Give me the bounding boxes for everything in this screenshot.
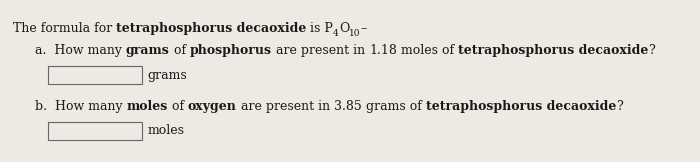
Text: 3.85: 3.85 xyxy=(334,100,362,113)
Text: grams of: grams of xyxy=(362,100,426,113)
Text: ?: ? xyxy=(616,100,623,113)
Text: grams: grams xyxy=(147,69,187,81)
Bar xyxy=(48,66,142,84)
Text: 10: 10 xyxy=(349,29,360,38)
Text: The formula for: The formula for xyxy=(13,22,116,35)
Text: 1.18: 1.18 xyxy=(369,44,397,57)
Text: a.  How many: a. How many xyxy=(35,44,126,57)
Text: phosphorus: phosphorus xyxy=(190,44,272,57)
Text: moles of: moles of xyxy=(397,44,458,57)
Text: b.  How many: b. How many xyxy=(35,100,127,113)
Text: –: – xyxy=(360,22,367,35)
Text: are present in: are present in xyxy=(237,100,334,113)
Text: tetraphosphorus decaoxide: tetraphosphorus decaoxide xyxy=(458,44,648,57)
Text: grams: grams xyxy=(126,44,169,57)
Bar xyxy=(48,122,142,140)
Text: 4: 4 xyxy=(333,29,339,38)
Text: tetraphosphorus decaoxide: tetraphosphorus decaoxide xyxy=(426,100,616,113)
Text: ?: ? xyxy=(648,44,655,57)
Text: is P: is P xyxy=(306,22,333,35)
Text: are present in: are present in xyxy=(272,44,369,57)
Text: oxygen: oxygen xyxy=(188,100,237,113)
Text: tetraphosphorus decaoxide: tetraphosphorus decaoxide xyxy=(116,22,306,35)
Text: O: O xyxy=(339,22,349,35)
Text: of: of xyxy=(168,100,188,113)
Text: of: of xyxy=(169,44,190,57)
Text: moles: moles xyxy=(127,100,168,113)
Text: moles: moles xyxy=(147,125,184,138)
